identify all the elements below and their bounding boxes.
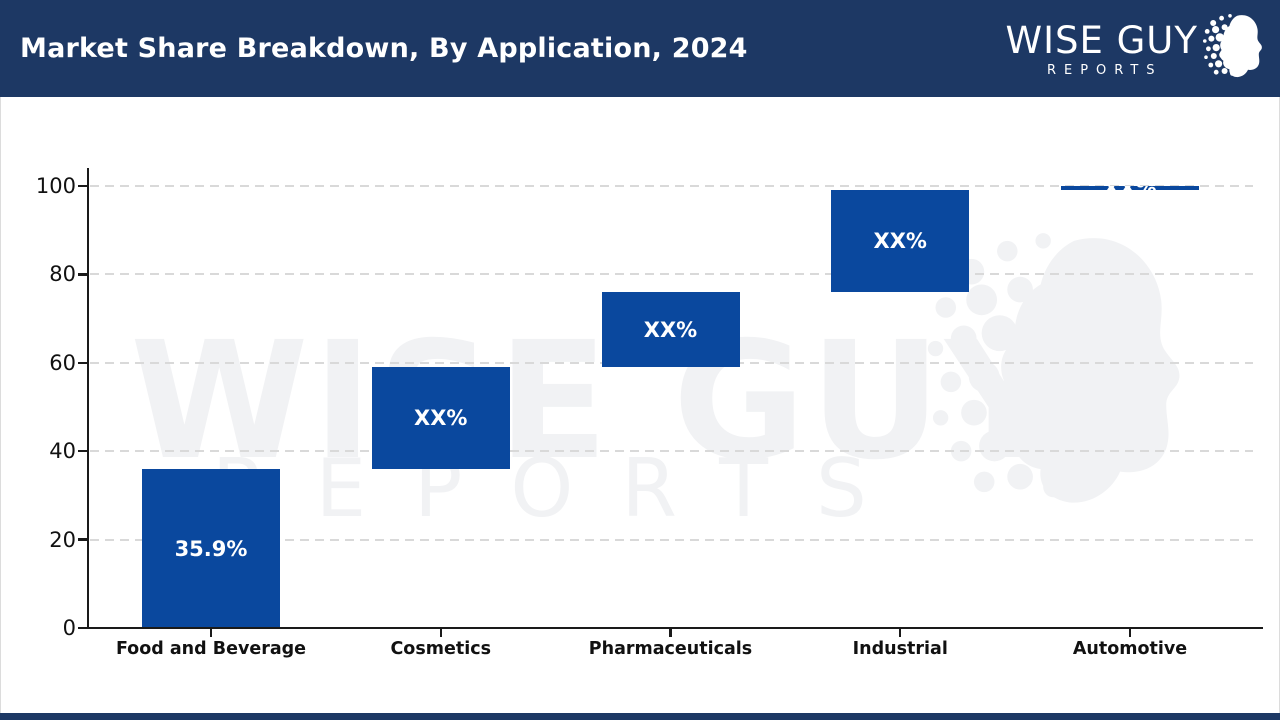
grid-line (90, 185, 1253, 187)
y-tick-label: 40 (49, 439, 76, 464)
x-category-label: Cosmetics (390, 639, 492, 659)
logo-face-icon (1203, 14, 1262, 78)
y-tick-label: 80 (49, 262, 76, 287)
x-axis-line (86, 626, 1263, 630)
x-tick (899, 629, 902, 637)
bar: 35.9% (142, 469, 280, 628)
x-tick (439, 629, 442, 637)
y-tick-label: 20 (49, 527, 76, 552)
logo-text: WISE GUY REPORTS (1005, 19, 1198, 79)
watermark-face-logo (927, 233, 1180, 503)
bar: XX% (371, 367, 510, 470)
bar-value-label: 35.9% (174, 536, 248, 561)
watermark-wiseguy-text: WISE GUY (130, 308, 1067, 496)
bar-value-label: XX% (1103, 186, 1156, 190)
y-tick (78, 184, 88, 188)
y-tick (78, 626, 88, 630)
y-axis-line (86, 168, 89, 629)
bar-value-label: XX% (643, 317, 698, 342)
grid-line (90, 538, 1253, 541)
bar: XX% (831, 190, 970, 293)
x-tick (1128, 629, 1132, 637)
x-category-label: Industrial (852, 639, 948, 659)
bar: XX% (601, 292, 740, 368)
logo-reports-text: REPORTS (1046, 63, 1163, 78)
x-tick (669, 629, 672, 637)
watermark-reports-text: REPORTS (212, 442, 915, 535)
y-tick-label: 60 (49, 350, 76, 375)
grid-line (90, 450, 1253, 453)
x-tick (209, 629, 213, 637)
logo-wiseguy-text: WISE GUY (1005, 19, 1198, 62)
grid-line (90, 273, 1253, 276)
header-bar: Market Share Breakdown, By Application, … (0, 0, 1280, 97)
footer-bar (0, 713, 1280, 720)
bar-value-label: XX% (873, 229, 927, 254)
bar: XX% (1061, 186, 1199, 191)
y-tick (78, 361, 88, 364)
y-tick (78, 538, 88, 541)
bar-value-label: XX% (414, 406, 468, 431)
wise-guy-reports-logo: WISE GUY REPORTS (1006, 8, 1266, 92)
y-tick-label: 100 (35, 174, 76, 198)
y-tick (78, 273, 88, 276)
x-category-label: Food and Beverage (115, 639, 307, 659)
chart-title: Market Share Breakdown, By Application, … (20, 33, 748, 64)
x-category-label: Pharmaceuticals (588, 639, 753, 659)
y-tick-label: 0 (62, 616, 76, 640)
x-category-label: Automotive (1072, 639, 1188, 659)
y-tick (78, 450, 88, 453)
